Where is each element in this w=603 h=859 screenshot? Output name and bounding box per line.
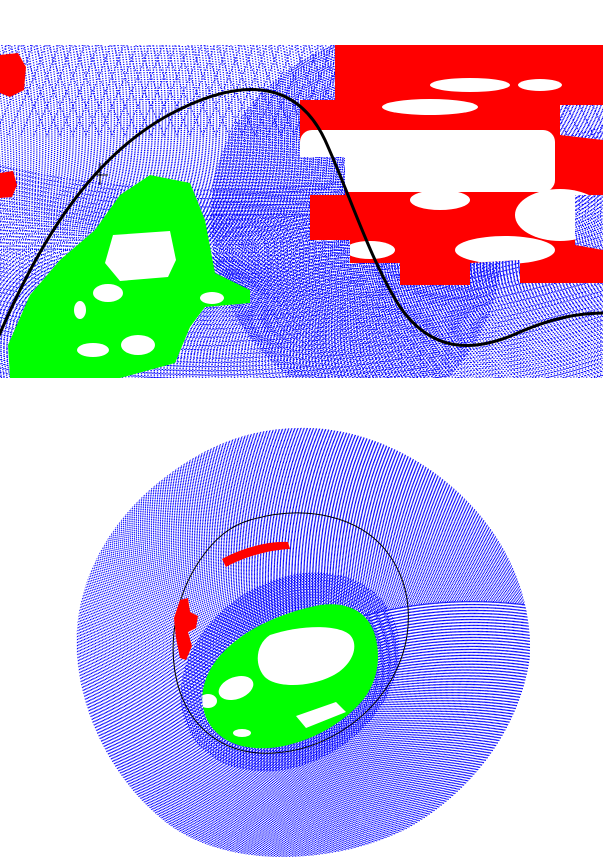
- separatrix-curve-top: [0, 88, 521, 348]
- tick-marker: [94, 163, 108, 185]
- bottom-panel-svg: [60, 420, 543, 859]
- top-panel-svg: [0, 45, 603, 378]
- red-patch-left-upper: [0, 53, 26, 97]
- separatrix-curve-top-tail: [519, 311, 603, 334]
- distorted-projection-panel: [60, 420, 543, 859]
- red-patch-upper: [222, 541, 290, 567]
- red-patch-left-lower: [0, 171, 17, 198]
- red-patch-lower: [174, 598, 198, 660]
- separatrix-curve-bottom: [172, 512, 409, 754]
- red-speckles: [399, 221, 421, 232]
- bottom-contour-lines: [76, 427, 531, 857]
- rectangular-projection-panel: [0, 45, 603, 378]
